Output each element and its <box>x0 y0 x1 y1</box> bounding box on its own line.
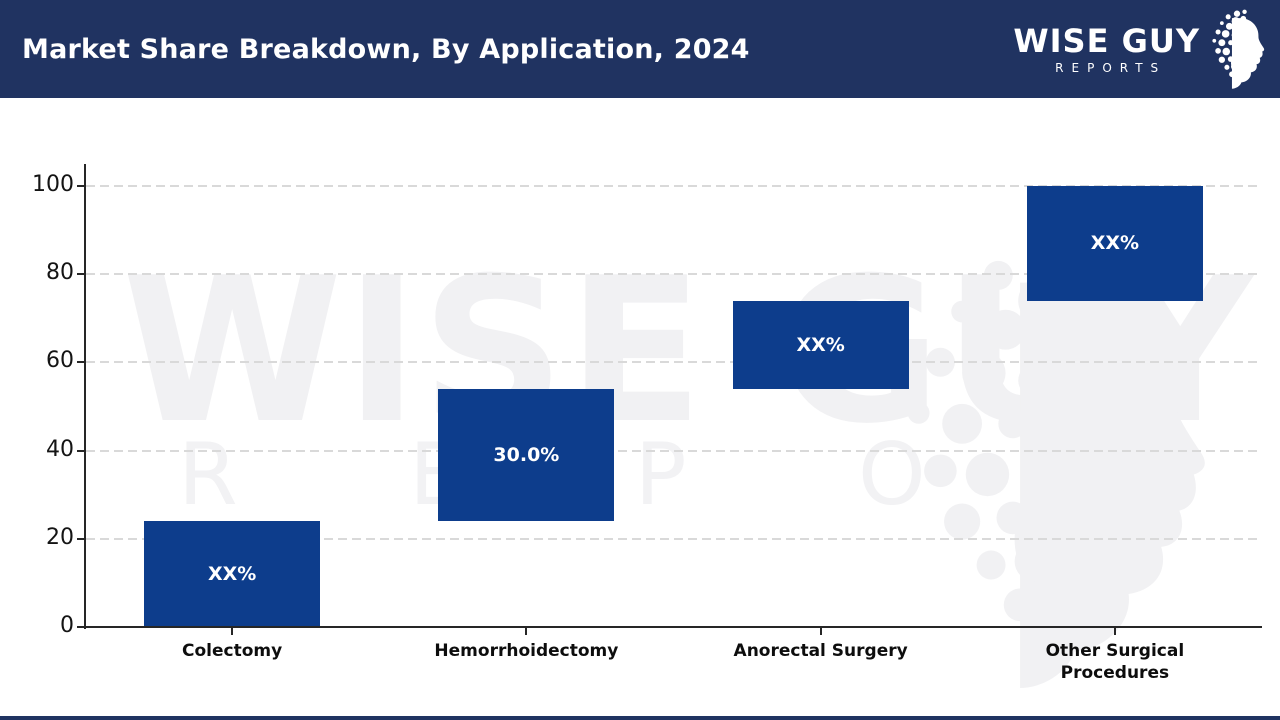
category-label: Other Surgical Procedures <box>1045 641 1185 684</box>
bar-value-label: XX% <box>796 333 845 356</box>
y-tick <box>77 361 84 364</box>
logo-face-icon <box>1212 9 1265 89</box>
x-axis-spine <box>84 626 1262 628</box>
bar-value-label: XX% <box>1090 232 1140 255</box>
y-tick-label: 20 <box>46 524 74 550</box>
y-tick-label: 80 <box>46 260 74 286</box>
y-tick <box>77 449 84 452</box>
bar-segment: XX% <box>144 521 321 627</box>
y-tick-label: 40 <box>46 436 74 462</box>
gridline-y-60 <box>86 361 1262 364</box>
bottom-accent-bar <box>0 716 1280 720</box>
category-label: Colectomy <box>182 641 283 661</box>
chart-title: Market Share Breakdown, By Application, … <box>22 33 750 65</box>
bar-segment: XX% <box>732 300 909 389</box>
y-tick-label: 0 <box>60 613 74 638</box>
x-tick <box>1113 628 1116 635</box>
bar-segment: XX% <box>1026 186 1203 301</box>
y-tick-label: 100 <box>32 172 74 198</box>
x-tick <box>819 628 822 635</box>
logo-text: WISE GUY REPORTS <box>1013 25 1200 74</box>
x-tick <box>231 628 234 635</box>
y-tick <box>77 273 84 276</box>
bar-segment: 30.0% <box>438 388 615 522</box>
bar-value-label: XX% <box>207 563 257 586</box>
y-tick <box>77 626 84 628</box>
x-tick <box>525 628 528 635</box>
wiseguy-reports-logo: WISE GUY REPORTS <box>1013 8 1270 90</box>
gridline-y-40 <box>86 449 1262 452</box>
logo-subtext: REPORTS <box>1055 60 1167 75</box>
y-tick-label: 60 <box>46 348 74 374</box>
gridline-y-100 <box>86 185 1262 188</box>
chart-header: Market Share Breakdown, By Application, … <box>0 0 1280 98</box>
y-axis-spine <box>84 164 86 629</box>
y-tick <box>77 537 84 540</box>
y-tick <box>77 185 84 188</box>
gridline-y-80 <box>86 273 1262 276</box>
gridline-y-20 <box>86 537 1262 540</box>
logo-wordmark: WISE GUY <box>1013 21 1200 60</box>
category-label: Anorectal Surgery <box>733 641 908 661</box>
category-label: Hemorrhoidectomy <box>434 641 619 661</box>
bar-value-label: 30.0% <box>493 444 560 467</box>
